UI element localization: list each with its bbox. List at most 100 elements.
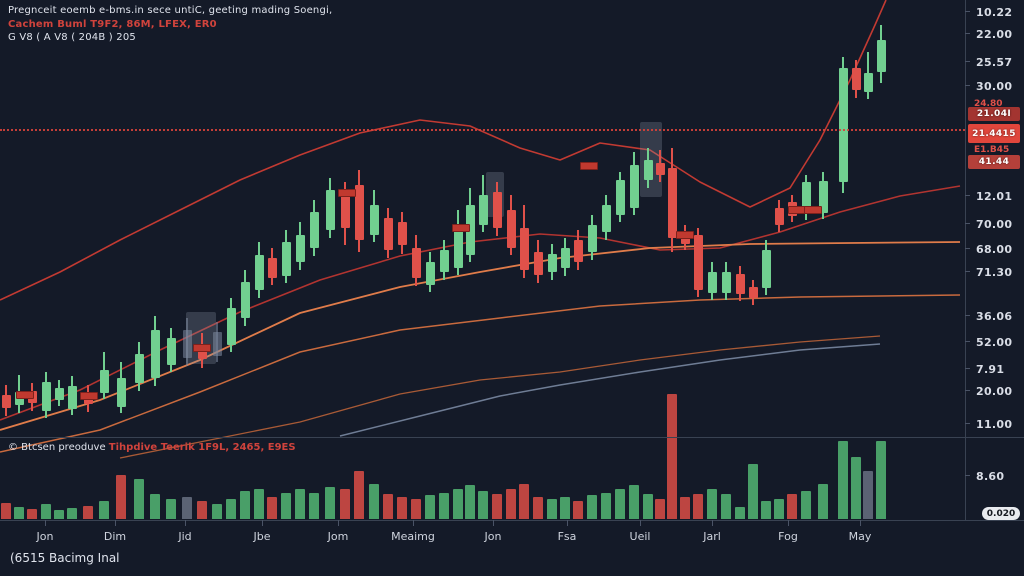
candle — [309, 212, 319, 248]
pane-separator-line[interactable] — [0, 437, 1024, 438]
price-axis-alert-text: E1.B45 — [974, 145, 1010, 155]
candle — [735, 274, 745, 294]
volume-bar — [851, 457, 861, 519]
volume-bar — [601, 493, 611, 519]
ohlc-values-line: G V8 ( A V8 ( 204B ) 205 — [8, 32, 136, 43]
volume-bar — [281, 493, 291, 519]
candle — [587, 225, 597, 252]
volume-bar — [818, 484, 828, 519]
price-axis-label: 8.60 — [976, 470, 1005, 483]
candle — [54, 388, 64, 400]
candle — [629, 165, 639, 208]
volume-bar — [425, 495, 435, 519]
candle — [492, 192, 502, 228]
volume-bar — [519, 484, 529, 519]
volume-bar — [83, 506, 93, 519]
candle — [560, 248, 570, 268]
candle — [369, 205, 379, 235]
time-axis-tick — [712, 520, 713, 526]
volume-bar — [492, 494, 502, 519]
price-axis-label: 7.91 — [976, 363, 1005, 376]
price-axis-alert-text: 24.80 — [974, 99, 1003, 109]
candle — [573, 240, 583, 262]
time-axis-label: Jon — [36, 530, 54, 543]
candle — [254, 255, 264, 290]
price-axis-tick — [965, 341, 970, 342]
time-axis-label: Ueil — [629, 530, 651, 543]
candle — [761, 250, 771, 288]
volume-bar — [667, 394, 677, 519]
candle-price-tag — [452, 224, 470, 232]
candle — [643, 160, 653, 180]
volume-bar — [295, 489, 305, 519]
ma-line-orange_1 — [0, 241, 961, 431]
volume-bar — [680, 497, 690, 519]
candle — [166, 338, 176, 365]
candle — [547, 254, 557, 272]
price-axis-tick — [965, 33, 970, 34]
volume-bar — [629, 485, 639, 519]
indicator-legend-line[interactable]: Cachem Buml T9F2, 86M, LFEX, ER0 — [8, 19, 217, 30]
volume-bar — [397, 497, 407, 519]
volume-bar — [27, 509, 37, 519]
price-level-dotted-line — [0, 129, 965, 131]
volume-bar — [643, 494, 653, 519]
candle — [801, 182, 811, 214]
candle — [774, 208, 784, 225]
ma-line-gray — [339, 343, 881, 437]
volume-bar — [41, 504, 51, 519]
time-axis-tick — [115, 520, 116, 526]
price-axis-label: 22.00 — [976, 28, 1013, 41]
volume-bar — [340, 489, 350, 519]
volume-bar — [14, 507, 24, 519]
price-axis-tick — [965, 11, 970, 12]
volume-bar — [254, 489, 264, 519]
candle — [383, 218, 393, 250]
candle — [721, 272, 731, 293]
time-axis-label: Fsa — [557, 530, 577, 543]
candle — [354, 185, 364, 240]
volume-bar — [735, 507, 745, 519]
volume-bar — [309, 493, 319, 519]
time-axis-label: Jon — [484, 530, 502, 543]
time-axis-tick — [185, 520, 186, 526]
volume-bar — [465, 485, 475, 519]
volume-bar — [240, 491, 250, 519]
candle — [150, 330, 160, 378]
volume-bar — [876, 441, 886, 519]
price-axis-tick — [965, 315, 970, 316]
candle-price-tag — [804, 206, 822, 214]
volume-bar — [67, 508, 77, 519]
price-axis-label: 36.06 — [976, 310, 1013, 323]
volume-bar — [134, 479, 144, 519]
candle — [1, 395, 11, 408]
volume-bar — [721, 494, 731, 519]
volume-pane-legend[interactable]: © Btcsen preoduve Tihpdive Teerik 1F9L, … — [8, 442, 296, 453]
candle — [615, 180, 625, 215]
time-axis-tick — [262, 520, 263, 526]
time-axis-line[interactable] — [0, 520, 1024, 521]
price-axis-tick — [965, 271, 970, 272]
candle — [67, 386, 77, 409]
candle — [267, 258, 277, 278]
time-axis-label: Jid — [178, 530, 192, 543]
volume-bar — [533, 497, 543, 519]
price-axis-tick — [965, 368, 970, 369]
candle — [116, 378, 126, 407]
price-axis-label: 68.00 — [976, 243, 1013, 256]
volume-bar — [383, 494, 393, 519]
candle — [838, 68, 848, 182]
volume-bar — [774, 499, 784, 519]
candle — [325, 190, 335, 230]
ma-line-orange_3 — [119, 335, 881, 459]
volume-bar — [369, 484, 379, 519]
time-axis-label: Meaimg — [391, 530, 435, 543]
price-axis-label: 20.00 — [976, 385, 1013, 398]
price-axis-label: 71.30 — [976, 266, 1013, 279]
chart-title-line: Pregnceit eoemb e-bms.in sece untiC, gee… — [8, 5, 333, 16]
candle — [41, 382, 51, 411]
price-axis-line[interactable] — [965, 0, 966, 520]
candle — [506, 210, 516, 248]
volume-bar — [1, 503, 11, 519]
